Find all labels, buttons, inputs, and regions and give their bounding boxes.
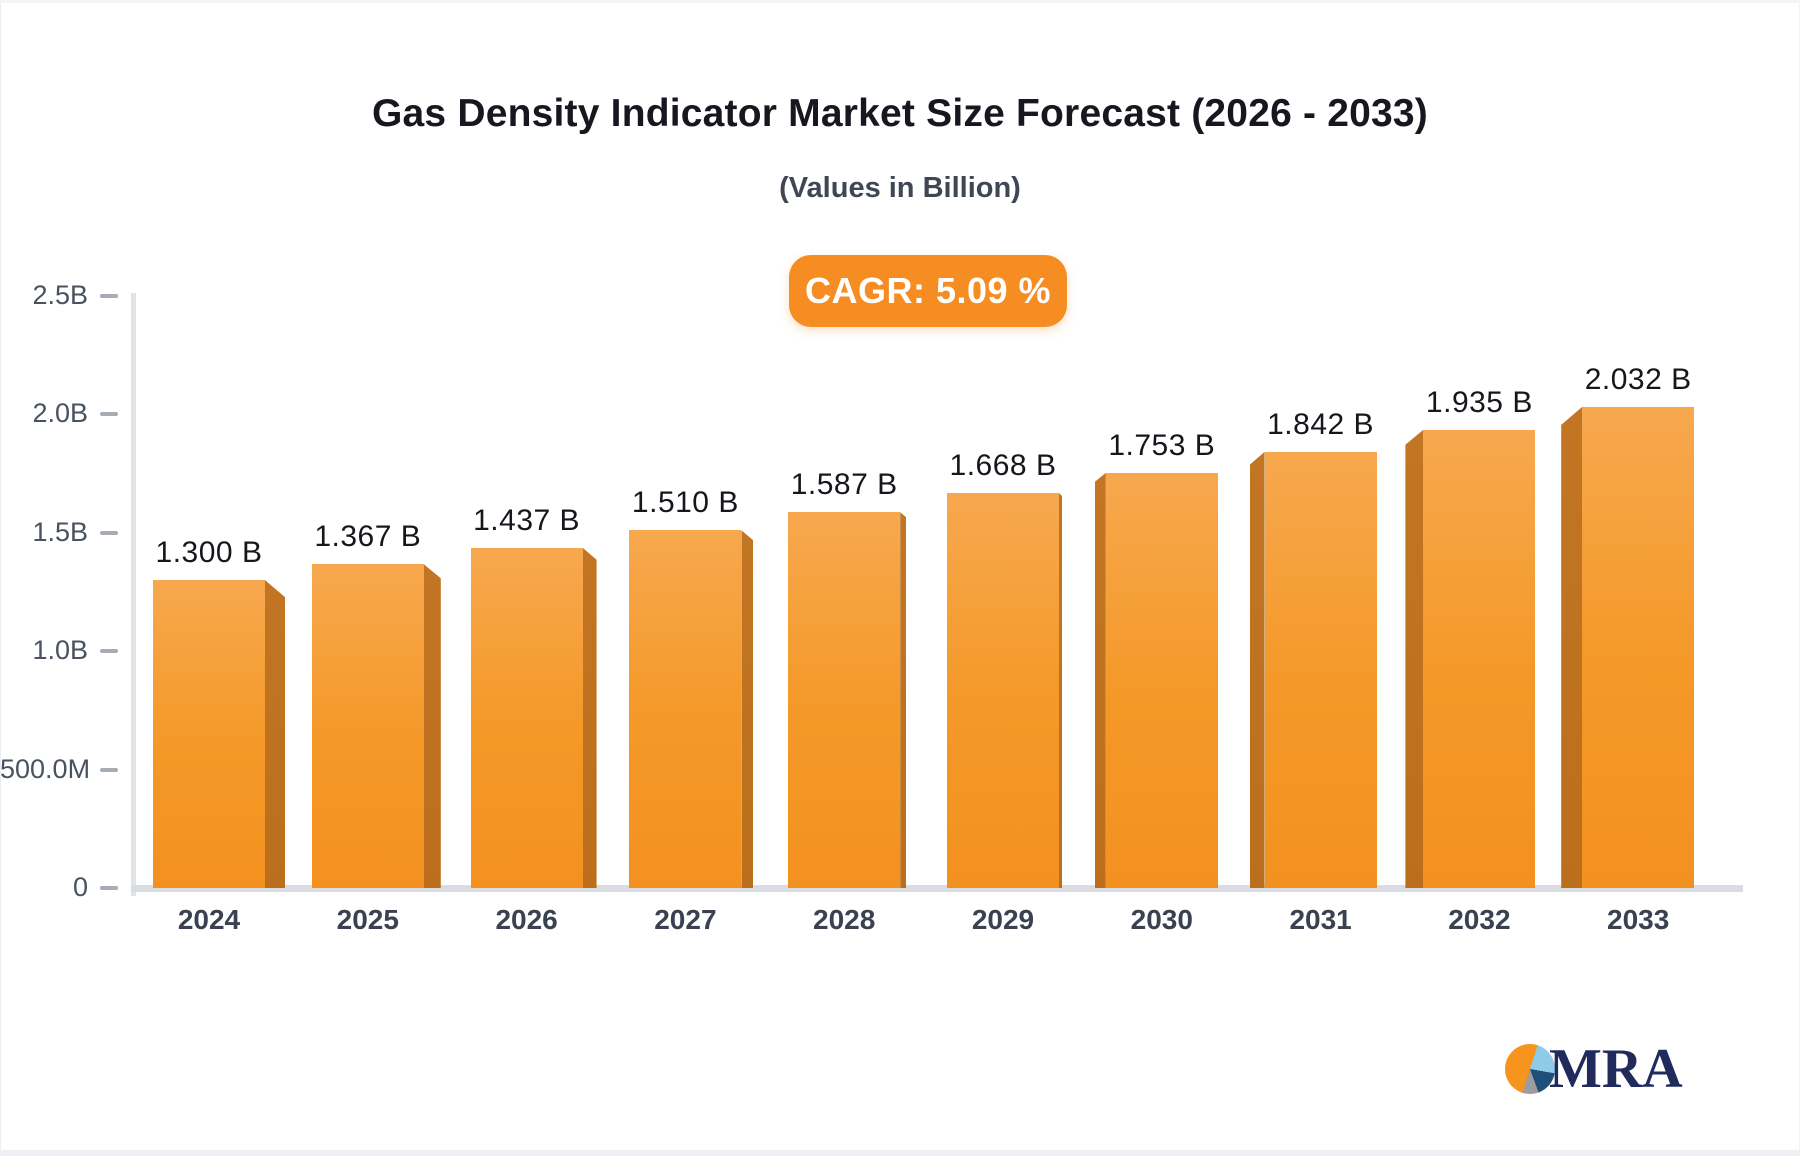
bar-front-face [788, 512, 901, 888]
y-axis-tick-mark [100, 886, 118, 890]
bar-side-3d-face [1561, 406, 1583, 888]
y-axis-tick-label: 1.5B [32, 516, 88, 547]
chart-title: Gas Density Indicator Market Size Foreca… [372, 92, 1428, 135]
bar-front-face [470, 547, 583, 888]
x-axis-label-2024: 2024 [177, 904, 241, 935]
bar-side-3d-face [741, 530, 754, 888]
bar-value-label: 1.935 B [1425, 385, 1533, 419]
bar-front-face [1264, 451, 1377, 888]
x-axis-label-2031: 2031 [1289, 904, 1352, 935]
x-axis-label-2032: 2032 [1448, 904, 1511, 935]
bar-side-3d-face [265, 580, 285, 888]
bar-side-3d-face [1249, 451, 1265, 888]
y-axis-tick-mark [100, 294, 118, 298]
bar-value-label: 1.753 B [1108, 428, 1216, 462]
y-axis-tick-label: 0 [72, 872, 88, 902]
x-axis-label-2030: 2030 [1130, 904, 1193, 935]
bar-front-face [1582, 406, 1695, 888]
y-axis-tick-label: 2.0B [32, 398, 88, 429]
bar-side-3d-face [423, 564, 441, 888]
x-axis-label-2028: 2028 [813, 904, 876, 935]
bar-front-face [311, 564, 424, 888]
bar-value-label: 1.587 B [790, 468, 898, 502]
y-axis-tick-mark [100, 649, 118, 654]
bar-front-face [1105, 472, 1218, 888]
bar-value-label: 1.510 B [631, 486, 739, 520]
y-axis-tick-mark [100, 530, 118, 535]
pie-chart-icon [1505, 1044, 1555, 1094]
bar-value-label: 1.300 B [155, 536, 263, 570]
x-axis-label-2026: 2026 [495, 904, 558, 935]
brand-logo: MRA [1505, 1041, 1683, 1097]
bar-value-label: 2.032 B [1584, 362, 1692, 396]
y-axis-tick-label: 500.0M [0, 753, 91, 784]
bar-value-label: 1.668 B [949, 449, 1057, 483]
bar-side-3d-face [582, 547, 597, 888]
y-axis-tick-label: 1.0B [32, 635, 88, 666]
bar-side-3d-face [900, 512, 907, 888]
y-axis-line [131, 293, 136, 896]
bar-value-label: 1.367 B [314, 520, 422, 554]
x-axis-label-2033: 2033 [1607, 904, 1670, 935]
bar-front-face [947, 493, 1059, 888]
x-axis-label-2027: 2027 [654, 904, 717, 935]
cagr-badge: CAGR: 5.09 % [789, 255, 1067, 327]
brand-logo-text: MRA [1549, 1038, 1683, 1100]
bar-value-label: 1.437 B [473, 503, 581, 537]
x-axis-label-2025: 2025 [336, 904, 399, 935]
x-axis-label-2029: 2029 [971, 904, 1035, 935]
y-axis-tick-mark [100, 767, 118, 772]
bar-value-label: 1.842 B [1267, 407, 1375, 441]
bar-side-3d-face [1094, 472, 1106, 888]
y-axis-tick-mark [100, 412, 118, 417]
bar-front-face [1423, 429, 1536, 888]
bar-front-face [629, 530, 742, 888]
bar-front-face [153, 580, 265, 888]
bar-side-3d-face [1059, 493, 1062, 888]
chart-subtitle: (Values in Billion) [779, 172, 1021, 204]
x-axis-baseline [131, 885, 1743, 892]
bar-side-3d-face [1405, 429, 1424, 888]
y-axis-tick-label: 2.5B [32, 280, 88, 310]
cagr-badge-label: CAGR: 5.09 % [804, 270, 1052, 311]
